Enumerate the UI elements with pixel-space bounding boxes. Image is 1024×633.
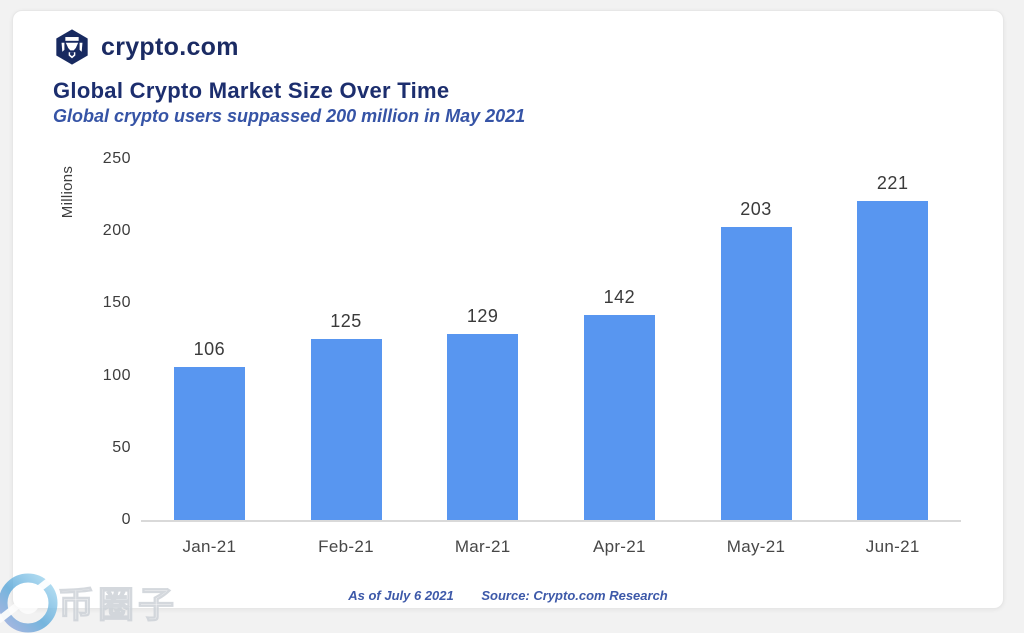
bar-group: 142 [551, 159, 688, 520]
bar-group: 221 [824, 159, 961, 520]
bar-value-label: 221 [876, 173, 909, 193]
footer-as-of: As of July 6 2021 [348, 588, 454, 603]
x-axis-tick-label: Apr-21 [592, 537, 646, 556]
bar-group: 106 [141, 159, 278, 520]
crypto-com-logo-icon [53, 28, 91, 66]
brand-header: crypto.com [53, 28, 239, 66]
chart-title: Global Crypto Market Size Over Time [53, 78, 450, 103]
bar-group: 125 [278, 159, 415, 520]
y-axis-tick-label: 200 [102, 222, 131, 239]
chart-card: crypto.com Global Crypto Market Size Ove… [12, 10, 1004, 609]
bar [447, 334, 519, 520]
y-axis-tick-label: 50 [112, 439, 131, 456]
bar [857, 201, 929, 520]
x-axis-labels: Jan-21 Feb-21 Mar-21 Apr-21 May-21 Jun-21 [141, 537, 961, 557]
bar-value-label: 142 [603, 287, 636, 307]
chart-subtitle: Global crypto users suppassed 200 millio… [53, 106, 526, 126]
bar [310, 339, 382, 520]
bar-group: 203 [688, 159, 825, 520]
footer-source: Source: Crypto.com Research [481, 588, 668, 603]
x-axis-tick-label: Jun-21 [865, 537, 920, 556]
x-axis-tick-label: Feb-21 [318, 537, 374, 556]
bar [173, 367, 245, 520]
bar-value-label: 125 [330, 311, 362, 331]
bar-value-label: 106 [193, 339, 226, 359]
x-axis-tick-label: May-21 [726, 537, 786, 556]
brand-name: crypto.com [101, 32, 239, 61]
bar [720, 227, 792, 520]
y-axis-tick-label: 150 [102, 294, 131, 311]
y-axis-ticks: 250 200 150 100 50 0 [13, 11, 131, 608]
y-axis-tick-label: 0 [121, 511, 131, 528]
bar-group: 129 [414, 159, 551, 520]
y-axis-tick-label: 250 [102, 150, 131, 167]
bar-value-label: 129 [466, 306, 499, 326]
bar-value-label: 203 [740, 199, 772, 219]
bar [583, 315, 655, 520]
chart-footer: As of July 6 2021 Source: Crypto.com Res… [13, 588, 1003, 603]
x-axis-tick-label: Mar-21 [454, 537, 511, 556]
y-axis-tick-label: 100 [102, 367, 131, 384]
plot-area: 106 125 129 142 203 221 [141, 159, 961, 522]
x-axis-tick-label: Jan-21 [182, 537, 237, 556]
